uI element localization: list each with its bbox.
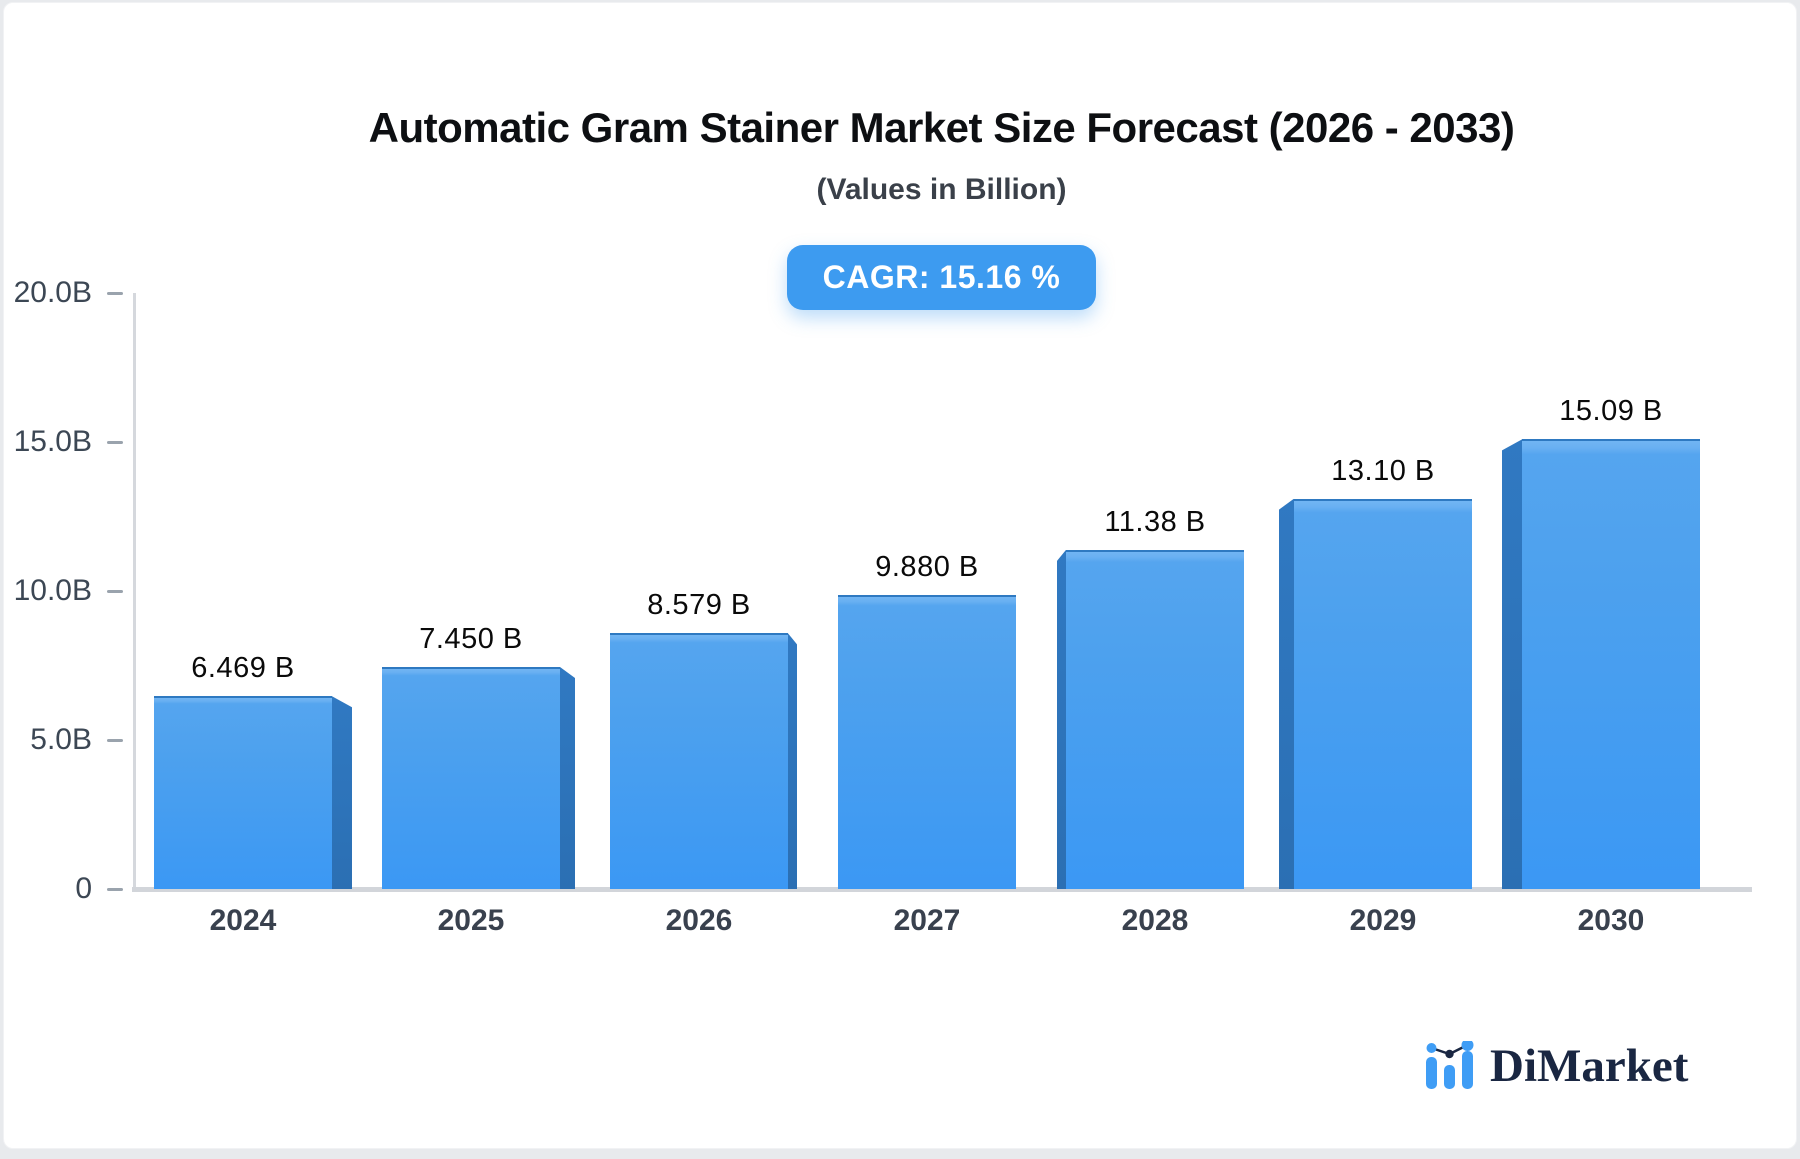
- bar-2030-side-facet: [1502, 439, 1522, 889]
- chart-title: Automatic Gram Stainer Market Size Forec…: [368, 104, 1515, 151]
- x-tick-label-2025: 2025: [437, 904, 505, 937]
- bar-2025: [382, 666, 560, 889]
- bar-2029: [1294, 498, 1472, 889]
- cagr-badge-row: CAGR: 15.16 %: [134, 244, 1749, 310]
- y-tick-dash: [107, 440, 123, 444]
- bar-2024-side-facet: [332, 696, 352, 889]
- bar-value-label-2029: 13.10 B: [1331, 454, 1435, 487]
- bar-value-label-2026: 8.579 B: [647, 589, 751, 622]
- x-tick-label-2030: 2030: [1577, 904, 1645, 937]
- x-axis-line: [132, 887, 1752, 892]
- bar-2027: [838, 594, 1016, 889]
- bar-chart: 20.0B 15.0B 10.0B 5.0B 0 6.469 B 7.450 B 8.579…: [4, 3, 1800, 1159]
- y-axis-line: [133, 293, 136, 889]
- y-tick-dash: [107, 738, 123, 742]
- bar-2026-side-facet: [788, 633, 797, 889]
- y-tick-label: 20.0B: [13, 276, 92, 309]
- x-tick-label-2028: 2028: [1121, 904, 1189, 937]
- bar-2025-side-facet: [560, 666, 575, 889]
- chart-subtitle: (Values in Billion): [816, 172, 1067, 206]
- bar-value-label-2028: 11.38 B: [1104, 505, 1206, 538]
- chart-header: Automatic Gram Stainer Market Size Forec…: [134, 3, 1749, 310]
- dimarket-logo: DiMarket: [1424, 1041, 1688, 1091]
- chart-card: 20.0B 15.0B 10.0B 5.0B 0 6.469 B 7.450 B 8.579…: [3, 2, 1797, 1149]
- dimarket-logo-icon: [1426, 1041, 1474, 1089]
- x-tick-label-2024: 2024: [209, 904, 277, 937]
- bar-2024: [154, 696, 332, 889]
- y-tick-dash: [107, 291, 123, 295]
- bar-value-label-2024: 6.469 B: [191, 652, 295, 685]
- dimarket-logo-text: DiMarket: [1490, 1040, 1689, 1092]
- bar-value-label-2027: 9.880 B: [875, 550, 979, 583]
- bar-value-label-2030: 15.09 B: [1559, 395, 1663, 428]
- y-tick-label: 5.0B: [30, 723, 92, 756]
- bar-2030: [1522, 439, 1700, 889]
- y-tick-dash: [107, 887, 123, 891]
- x-tick-label-2029: 2029: [1349, 904, 1417, 937]
- bar-2028-side-facet: [1057, 549, 1066, 889]
- y-tick-label: 10.0B: [13, 574, 92, 607]
- y-tick-label: 15.0B: [13, 425, 92, 458]
- x-tick-label-2026: 2026: [665, 904, 733, 937]
- bar-2028: [1066, 549, 1244, 889]
- cagr-badge: CAGR: 15.16 %: [786, 244, 1097, 310]
- y-tick-dash: [107, 589, 123, 593]
- bar-value-label-2025: 7.450 B: [419, 622, 523, 655]
- x-tick-label-2027: 2027: [893, 904, 961, 937]
- bar-2029-side-facet: [1279, 498, 1294, 889]
- bar-2026: [610, 633, 788, 889]
- y-tick-label: 0: [75, 872, 92, 905]
